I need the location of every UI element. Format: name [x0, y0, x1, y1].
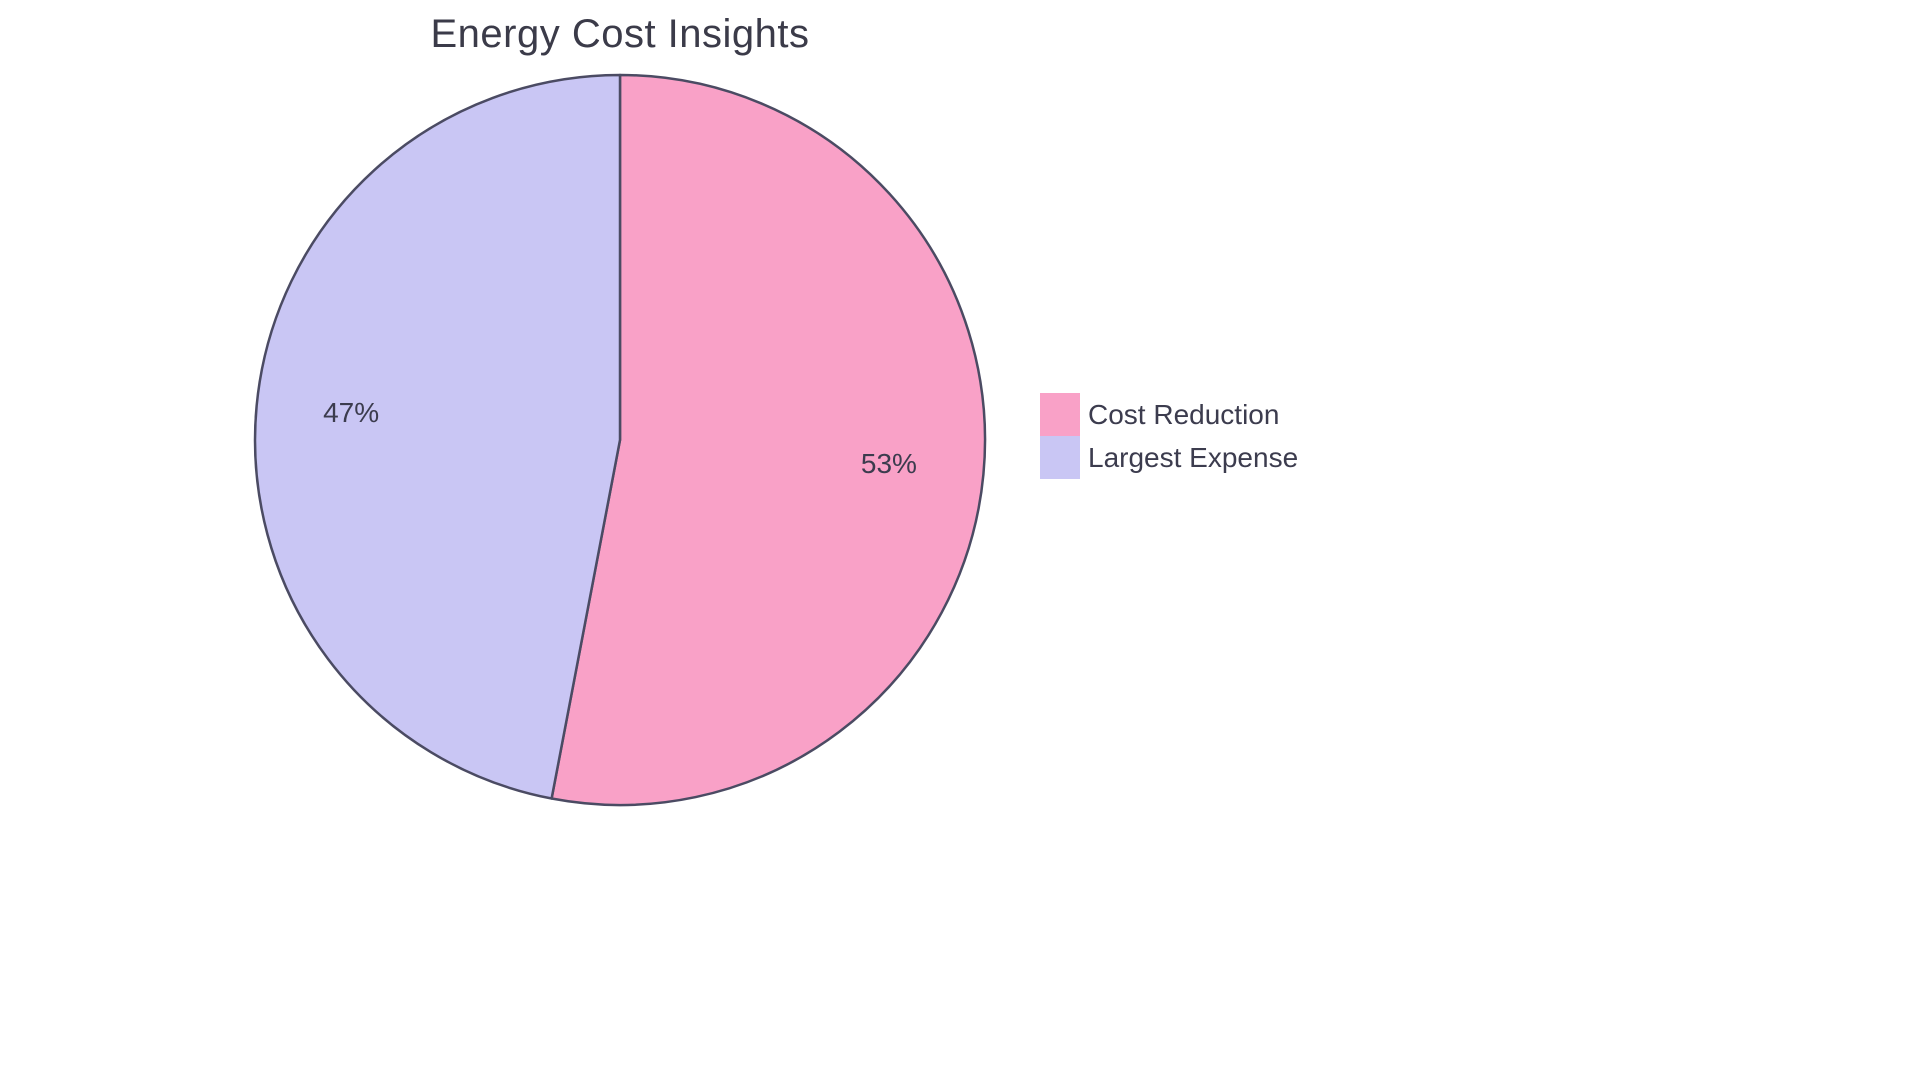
pie-slice-largest-expense: [253, 73, 622, 800]
legend-item: Cost Reduction: [1040, 393, 1298, 436]
legend: Cost Reduction Largest Expense: [1040, 393, 1298, 479]
chart-title: Energy Cost Insights: [430, 12, 810, 56]
legend-label: Largest Expense: [1088, 441, 1299, 473]
legend-swatch: [1040, 393, 1080, 436]
pie-slice-cost-reduction: [550, 73, 987, 807]
slice-percentage-label: 53%: [861, 448, 917, 479]
legend-label: Cost Reduction: [1088, 398, 1280, 430]
slice-percentage-label: 47%: [323, 397, 379, 428]
legend-item: Largest Expense: [1040, 436, 1298, 479]
legend-swatch: [1040, 436, 1080, 479]
